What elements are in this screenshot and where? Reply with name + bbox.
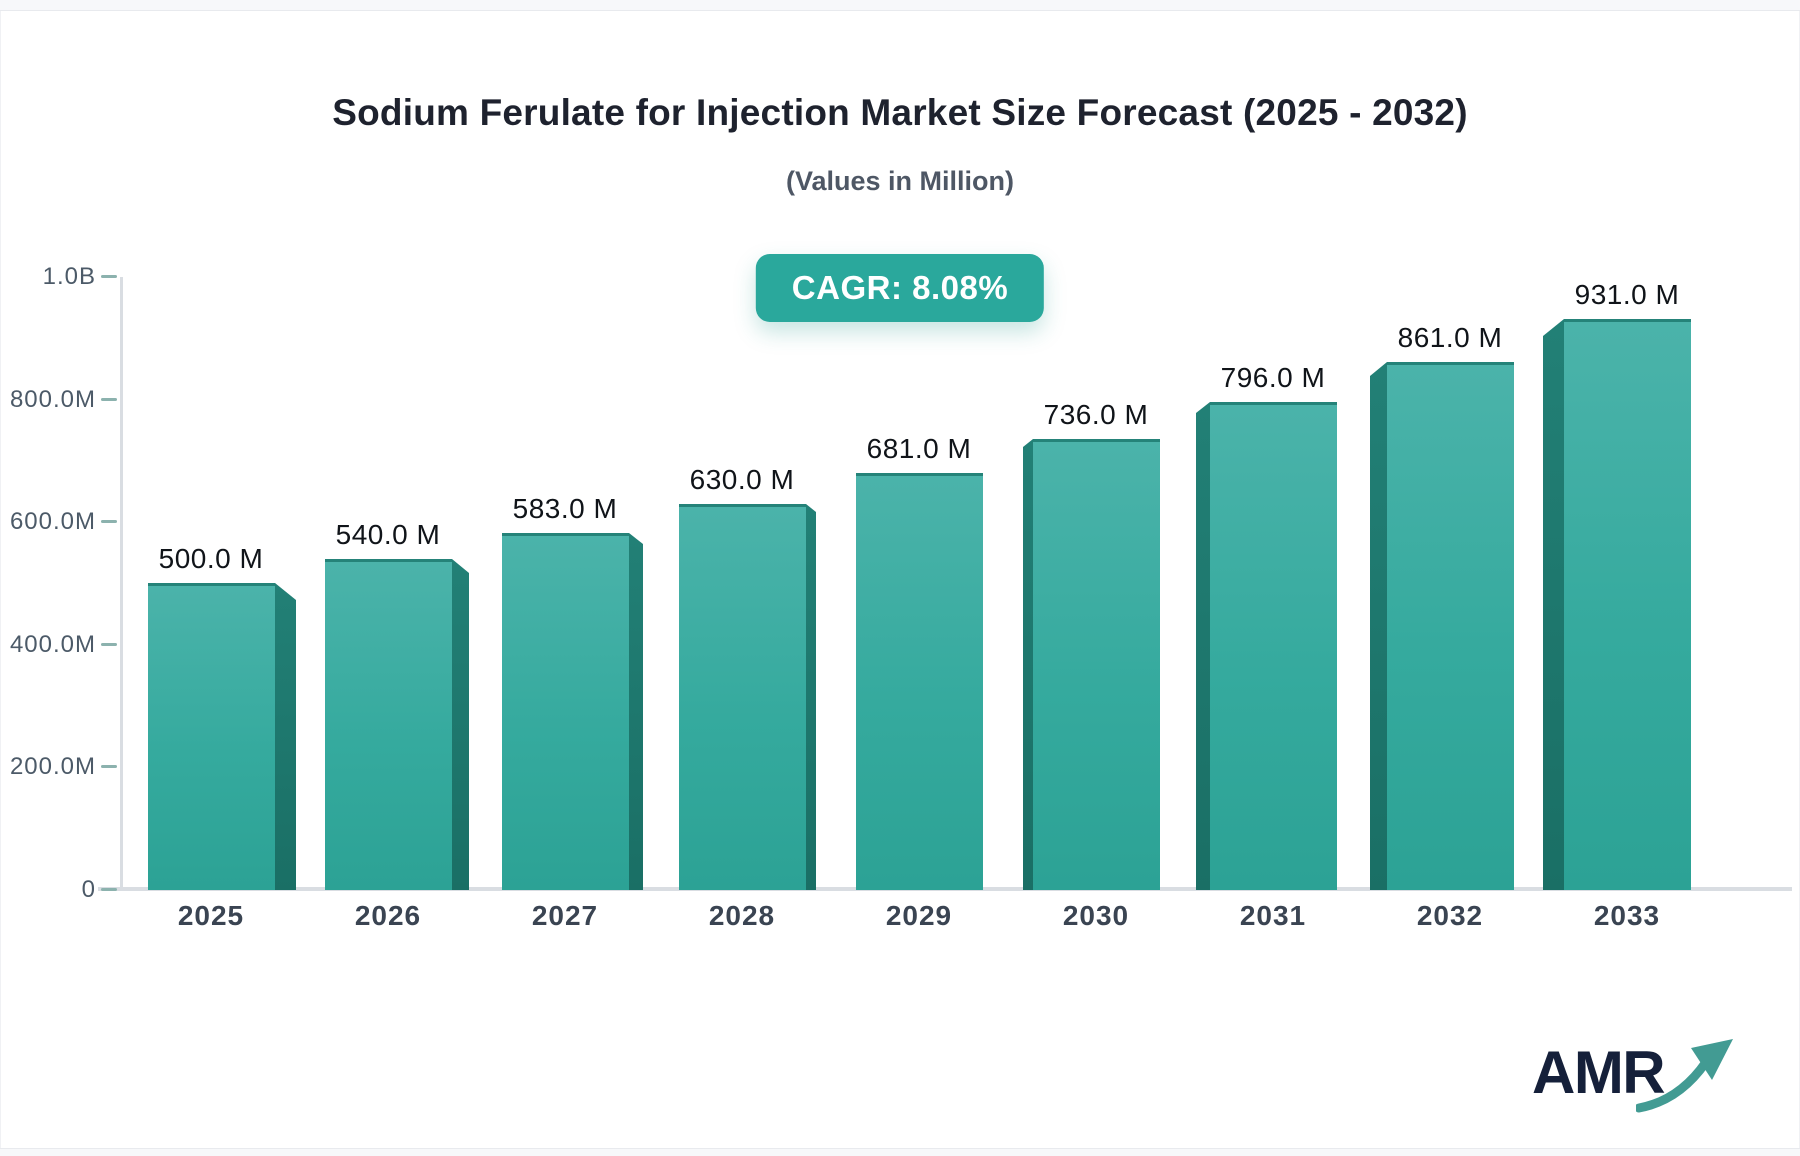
y-axis-line bbox=[120, 277, 123, 890]
x-axis-category-label: 2030 bbox=[1062, 900, 1130, 931]
bar-face bbox=[679, 504, 806, 890]
bar-face bbox=[1210, 402, 1337, 890]
bar-face bbox=[1564, 319, 1691, 890]
y-axis-tick-dash bbox=[101, 642, 117, 646]
x-axis-category-label: 2033 bbox=[1593, 900, 1661, 931]
y-axis-tick-label: 200.0M bbox=[9, 753, 96, 781]
y-axis-tick-label: 800.0M bbox=[9, 385, 96, 413]
y-axis-tick-dash bbox=[101, 888, 117, 891]
bar-side-face bbox=[629, 533, 643, 890]
bar-face bbox=[502, 533, 629, 890]
y-axis-tick-dash bbox=[101, 520, 117, 524]
page-title: Sodium Ferulate for Injection Market Siz… bbox=[332, 92, 1468, 133]
x-axis-category-label: 2026 bbox=[354, 900, 422, 931]
bar-face bbox=[1033, 439, 1160, 890]
bar-side-face bbox=[1196, 402, 1210, 890]
x-axis-category-label: 2029 bbox=[885, 900, 953, 931]
bar-value-label: 583.0 M bbox=[512, 493, 618, 524]
y-axis-tick-label: 1.0B bbox=[42, 263, 96, 290]
amr-logo: AMR bbox=[1532, 1030, 1762, 1122]
x-axis-category-label: 2031 bbox=[1239, 900, 1307, 931]
cagr-badge: CAGR: 8.08% bbox=[755, 254, 1045, 322]
bar-side-face bbox=[452, 559, 469, 890]
y-axis-tick-label: 600.0M bbox=[9, 508, 96, 536]
trend-up-arrow-icon bbox=[1636, 1039, 1733, 1113]
x-axis-category-label: 2028 bbox=[708, 900, 776, 931]
bottom-divider bbox=[0, 1148, 1800, 1156]
bar-value-label: 500.0 M bbox=[158, 543, 264, 574]
y-axis-tick-dash bbox=[101, 765, 117, 769]
y-axis-tick-dash bbox=[101, 397, 117, 401]
x-axis-category-label: 2032 bbox=[1416, 900, 1484, 931]
bar-side-face bbox=[275, 583, 296, 890]
bar-face bbox=[856, 473, 983, 890]
bar-value-label: 861.0 M bbox=[1397, 322, 1503, 353]
bar-value-label: 630.0 M bbox=[689, 464, 795, 495]
y-axis-tick-label: 400.0M bbox=[9, 630, 96, 658]
bar-value-label: 540.0 M bbox=[335, 519, 441, 550]
bar-side-face bbox=[1023, 439, 1033, 890]
bar-side-face bbox=[1543, 319, 1564, 890]
bar-side-face bbox=[806, 504, 816, 890]
bar-face bbox=[148, 583, 275, 890]
bar-value-label: 681.0 M bbox=[866, 433, 972, 464]
y-axis-tick-label: 0 bbox=[81, 876, 96, 903]
bar-face bbox=[325, 559, 452, 890]
bar-value-label: 796.0 M bbox=[1220, 362, 1326, 393]
bar-value-label: 736.0 M bbox=[1043, 399, 1149, 430]
bar-value-label: 931.0 M bbox=[1574, 279, 1680, 310]
top-divider bbox=[0, 0, 1800, 11]
bar-side-face bbox=[1370, 362, 1387, 890]
page-subtitle: (Values in Million) bbox=[785, 166, 1015, 196]
amr-logo-text: AMR bbox=[1532, 1039, 1666, 1106]
y-axis-tick-dash bbox=[101, 275, 117, 278]
bar-face bbox=[1387, 362, 1514, 890]
x-axis-category-label: 2025 bbox=[177, 900, 245, 931]
cagr-badge-label: CAGR: 8.08% bbox=[791, 269, 1009, 306]
x-axis-category-label: 2027 bbox=[531, 900, 599, 931]
